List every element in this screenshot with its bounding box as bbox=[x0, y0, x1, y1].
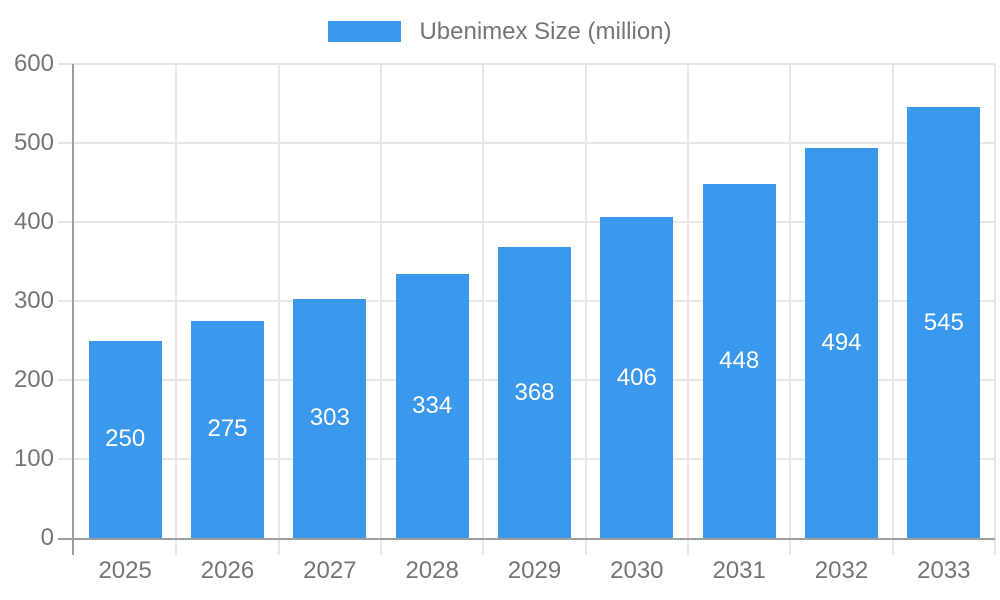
y-tick-mark bbox=[58, 142, 74, 144]
bar[interactable] bbox=[907, 107, 981, 538]
bar[interactable] bbox=[191, 320, 264, 538]
x-tick-mark bbox=[687, 538, 689, 555]
x-tick-mark bbox=[789, 538, 792, 555]
bar-value-label: 406 bbox=[616, 363, 657, 391]
y-gridline bbox=[74, 142, 995, 144]
bar-value-label: 275 bbox=[207, 415, 248, 443]
y-tick-mark bbox=[58, 379, 74, 381]
bar-value-label: 545 bbox=[923, 308, 964, 336]
x-gridline bbox=[994, 64, 996, 538]
bar[interactable] bbox=[293, 298, 367, 538]
x-gridline bbox=[584, 64, 587, 538]
x-tick-mark bbox=[584, 538, 587, 555]
x-tick-mark bbox=[891, 538, 894, 555]
x-tick-label: 2029 bbox=[507, 557, 562, 584]
bar[interactable] bbox=[395, 274, 469, 538]
x-tick-label: 2033 bbox=[917, 557, 971, 584]
bar[interactable] bbox=[88, 340, 162, 538]
x-gridline bbox=[891, 64, 894, 538]
y-tick-mark bbox=[58, 63, 74, 65]
x-tick-mark bbox=[277, 538, 280, 555]
y-gridline bbox=[74, 63, 995, 65]
y-tick-label: 0 bbox=[40, 524, 54, 551]
y-tick-label: 300 bbox=[13, 287, 54, 314]
x-tick-label: 2031 bbox=[712, 557, 766, 584]
y-gridline bbox=[74, 221, 995, 223]
bar-value-label: 448 bbox=[719, 347, 760, 375]
x-tick-label: 2028 bbox=[405, 557, 459, 584]
bar-value-label: 368 bbox=[514, 378, 555, 406]
y-tick-label: 600 bbox=[13, 50, 54, 77]
x-axis-line bbox=[58, 538, 995, 540]
bar[interactable] bbox=[600, 217, 674, 538]
x-gridline bbox=[482, 64, 485, 538]
chart-legend[interactable]: Ubenimex Size (million) bbox=[0, 17, 1000, 46]
legend-label: Ubenimex Size (million) bbox=[419, 18, 672, 45]
x-gridline bbox=[380, 64, 382, 538]
y-axis-line bbox=[72, 64, 74, 555]
y-tick-mark bbox=[58, 300, 74, 302]
x-gridline bbox=[175, 64, 178, 538]
bar-value-label: 494 bbox=[821, 328, 862, 356]
y-tick-label: 500 bbox=[13, 129, 54, 156]
x-tick-mark bbox=[380, 538, 382, 555]
bar-value-label: 303 bbox=[309, 404, 350, 432]
bar[interactable] bbox=[702, 184, 776, 538]
x-tick-mark bbox=[994, 538, 996, 555]
bar[interactable] bbox=[498, 247, 571, 538]
bar[interactable] bbox=[805, 147, 878, 538]
legend-swatch bbox=[328, 21, 402, 42]
x-tick-label: 2026 bbox=[200, 557, 255, 584]
x-gridline bbox=[277, 64, 280, 538]
y-tick-mark bbox=[58, 221, 74, 223]
x-gridline bbox=[789, 64, 792, 538]
bar-value-label: 334 bbox=[412, 392, 453, 420]
bar-value-label: 250 bbox=[105, 425, 146, 453]
y-tick-label: 200 bbox=[13, 366, 54, 393]
x-tick-mark bbox=[175, 538, 178, 555]
x-gridline bbox=[687, 64, 689, 538]
x-tick-label: 2030 bbox=[610, 557, 664, 584]
x-tick-label: 2027 bbox=[303, 557, 357, 584]
x-tick-mark bbox=[482, 538, 485, 555]
x-tick-label: 2025 bbox=[98, 557, 152, 584]
y-tick-label: 100 bbox=[13, 445, 54, 472]
y-tick-label: 400 bbox=[13, 208, 54, 235]
x-tick-label: 2032 bbox=[814, 557, 869, 584]
y-tick-mark bbox=[58, 458, 74, 460]
